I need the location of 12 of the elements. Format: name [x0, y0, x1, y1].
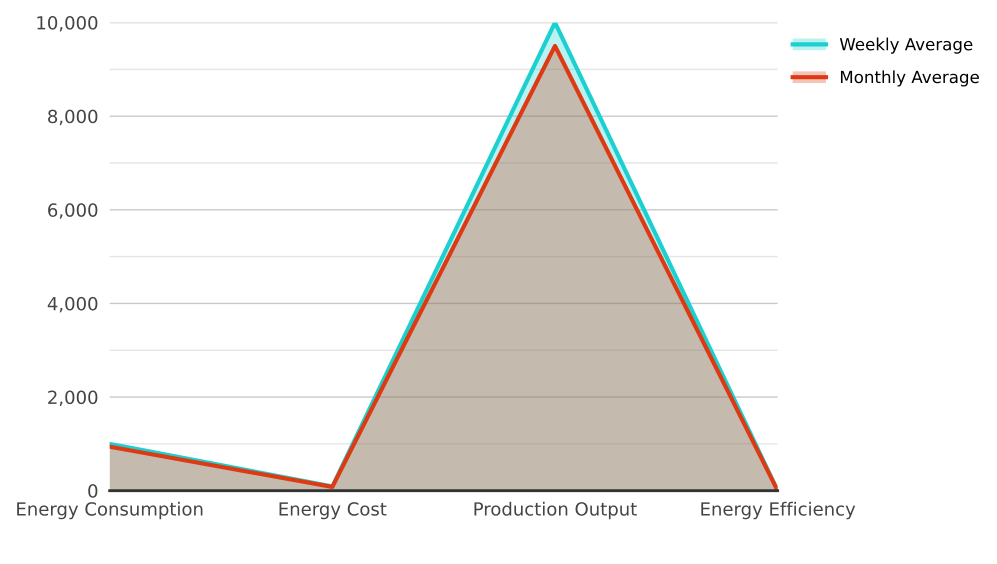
y-tick-label: 4,000 [48, 296, 98, 312]
y-tick-label: 6,000 [48, 203, 98, 219]
y-tick-label: 10,000 [37, 16, 98, 32]
x-tick-label: Energy Consumption [17, 502, 202, 520]
x-tick-label: Energy Efficiency [701, 502, 856, 520]
x-tick-label: Production Output [474, 502, 637, 520]
y-tick-label: 0 [88, 484, 98, 498]
legend-label: Monthly Average [840, 70, 979, 86]
y-tick-label: 2,000 [48, 390, 98, 406]
y-tick-label: 8,000 [48, 110, 98, 126]
x-tick-label: Energy Cost [280, 502, 386, 520]
legend-label: Weekly Average [840, 38, 972, 54]
